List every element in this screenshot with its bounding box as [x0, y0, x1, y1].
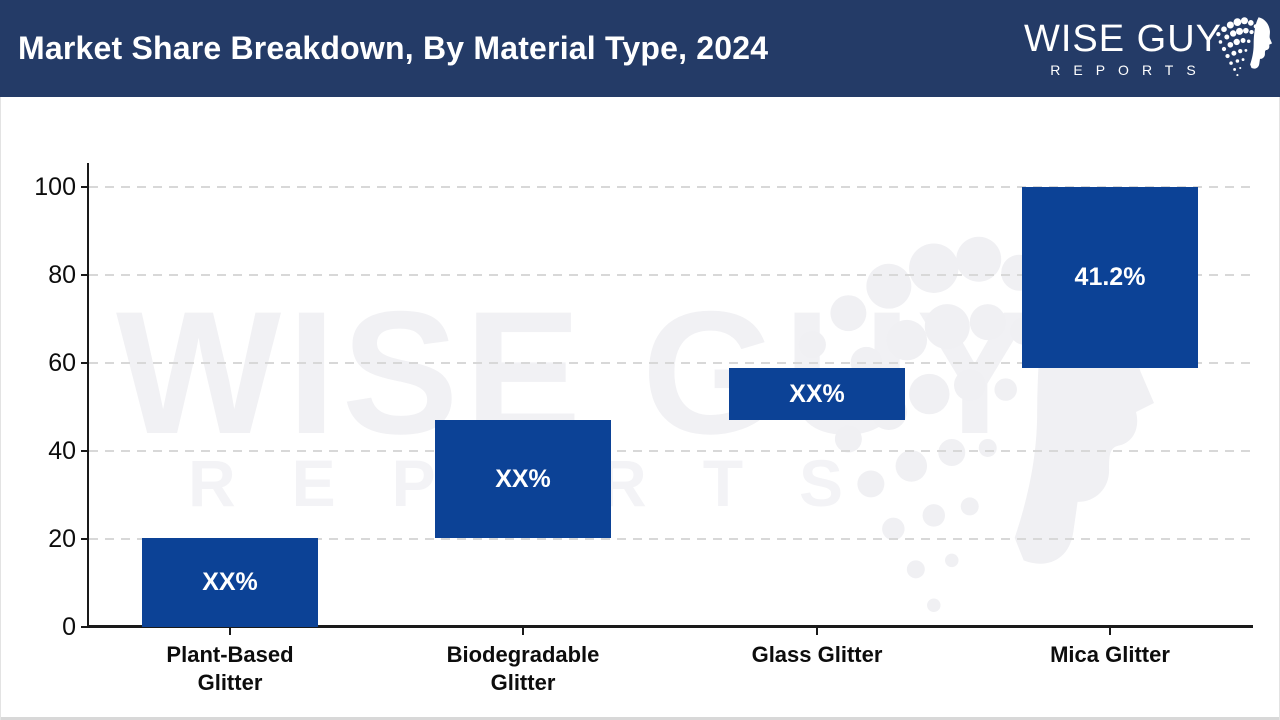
x-axis-line: [87, 625, 1253, 628]
page-title: Market Share Breakdown, By Material Type…: [18, 30, 769, 66]
bar-value-label: XX%: [202, 568, 258, 597]
y-tick-60: [81, 362, 89, 364]
x-tick-2: [522, 628, 524, 635]
y-tick-label-100: 100: [34, 173, 76, 201]
gridline-40: [89, 450, 1253, 452]
x-tick-3: [816, 628, 818, 635]
bar-value-label: 41.2%: [1074, 263, 1146, 292]
brand-subtitle: REPORTS: [1050, 61, 1209, 78]
gridline-100: [89, 186, 1253, 188]
brand-logo-text: WISE GUY REPORTS: [1023, 18, 1222, 78]
bar-plant-based-glitter: XX%: [142, 538, 318, 627]
gridline-80: [89, 274, 1253, 276]
y-tick-100: [81, 186, 89, 188]
y-tick-0: [81, 626, 89, 628]
y-tick-label-20: 20: [48, 525, 76, 553]
bar-value-label: XX%: [495, 464, 551, 493]
y-tick-label-0: 0: [62, 613, 76, 641]
gridline-60: [89, 362, 1253, 364]
y-tick-label-40: 40: [48, 437, 76, 465]
brand-logo: WISE GUY REPORTS: [1024, 4, 1272, 94]
bar-glass-glitter: XX%: [729, 368, 905, 421]
y-tick-label-80: 80: [48, 261, 76, 289]
bar-biodegradable-glitter: XX%: [435, 420, 611, 539]
bar-mica-glitter: 41.2%: [1022, 187, 1198, 369]
y-tick-label-60: 60: [48, 349, 76, 377]
brand-face-dots-icon: [1212, 12, 1272, 86]
x-label-mica-glitter: Mica Glitter: [1050, 642, 1170, 667]
bottom-edge-line: [0, 717, 1280, 720]
brand-name: WISE GUY: [1023, 18, 1222, 61]
header: Market Share Breakdown, By Material Type…: [0, 0, 1280, 97]
x-label-biodegradable-glitter: Biodegradable Glitter: [446, 642, 600, 695]
y-tick-80: [81, 274, 89, 276]
gridline-20: [89, 538, 1253, 540]
y-tick-40: [81, 450, 89, 452]
x-label-glass-glitter: Glass Glitter: [751, 642, 883, 667]
bar-value-label: XX%: [789, 379, 845, 408]
x-tick-4: [1109, 628, 1111, 635]
x-tick-1: [229, 628, 231, 635]
y-axis-line: [87, 163, 89, 627]
y-tick-20: [81, 538, 89, 540]
x-label-plant-based-glitter: Plant-Based Glitter: [166, 642, 294, 695]
left-edge-line: [0, 97, 1, 720]
